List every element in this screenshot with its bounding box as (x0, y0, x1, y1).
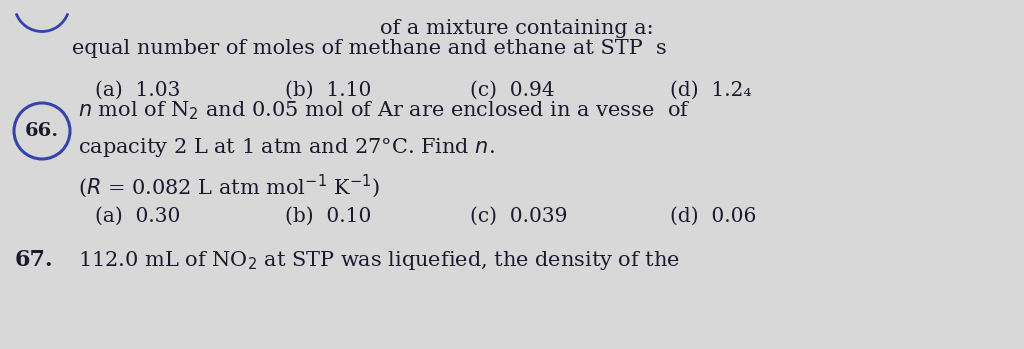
Text: equal number of moles of methane and ethane at STP  s: equal number of moles of methane and eth… (72, 39, 667, 58)
Text: (a)  0.30: (a) 0.30 (95, 207, 180, 226)
Text: 67.: 67. (15, 249, 53, 271)
Text: (d)  0.06: (d) 0.06 (670, 207, 757, 226)
Text: (a)  1.03: (a) 1.03 (95, 81, 180, 100)
Text: (c)  0.94: (c) 0.94 (470, 81, 555, 100)
Text: capacity 2 L at 1 atm and 27°C. Find $n$.: capacity 2 L at 1 atm and 27°C. Find $n$… (78, 136, 495, 159)
Text: 112.0 mL of NO$_2$ at STP was liquefied, the density of the: 112.0 mL of NO$_2$ at STP was liquefied,… (78, 249, 680, 272)
Text: ($R$ = 0.082 L atm mol$^{-1}$ K$^{-1}$): ($R$ = 0.082 L atm mol$^{-1}$ K$^{-1}$) (78, 172, 380, 200)
Text: (b)  0.10: (b) 0.10 (285, 207, 372, 226)
Text: $n$ mol of N$_2$ and 0.05 mol of Ar are enclosed in a vesse  of: $n$ mol of N$_2$ and 0.05 mol of Ar are … (78, 99, 690, 121)
Text: (d)  1.2₄: (d) 1.2₄ (670, 81, 752, 100)
Text: (b)  1.10: (b) 1.10 (285, 81, 372, 100)
Text: of a mixture containing a:: of a mixture containing a: (380, 19, 653, 38)
Text: 66.: 66. (25, 122, 59, 140)
Text: (c)  0.039: (c) 0.039 (470, 207, 567, 226)
